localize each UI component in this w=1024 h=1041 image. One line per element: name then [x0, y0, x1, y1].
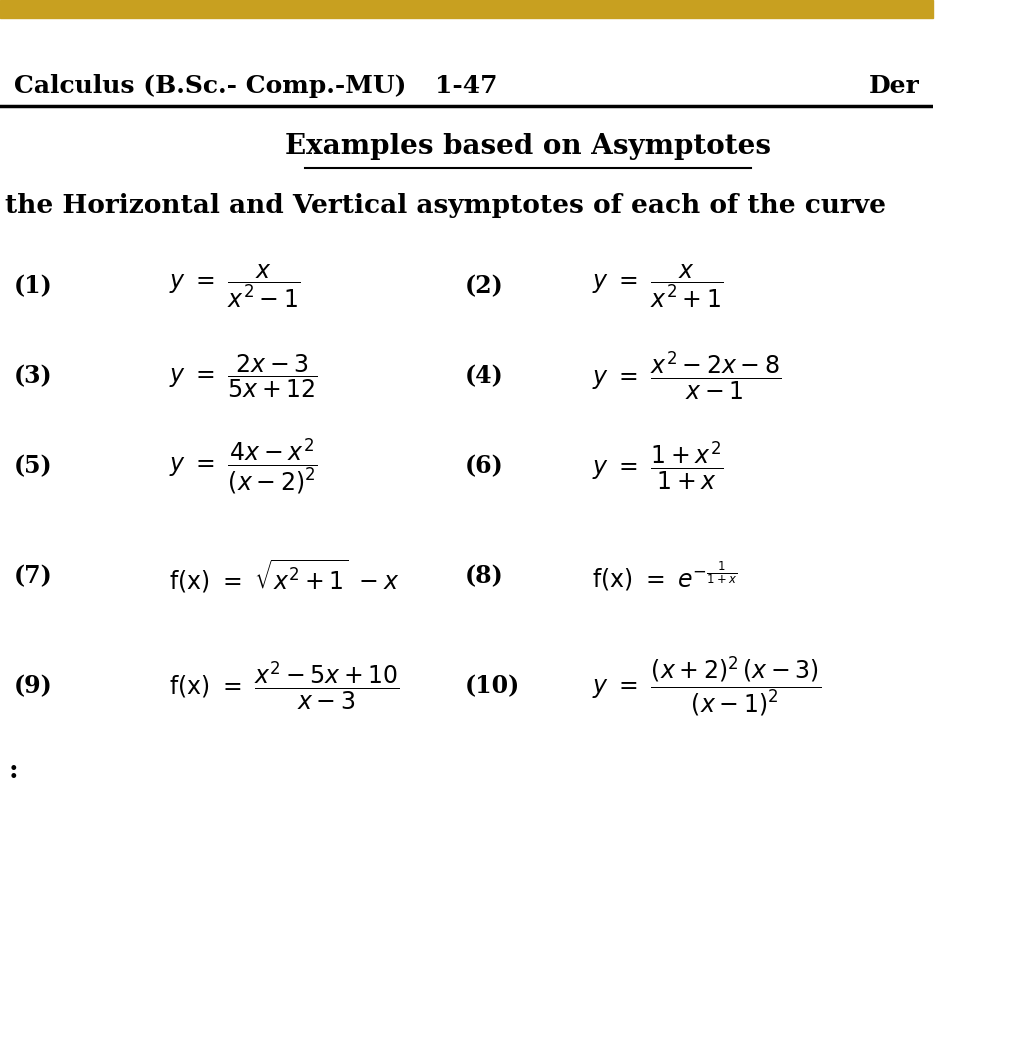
Text: (7): (7) — [13, 564, 52, 588]
Text: $y \ = \ \dfrac{1 + x^2}{1 + x}$: $y \ = \ \dfrac{1 + x^2}{1 + x}$ — [592, 439, 723, 492]
Text: Examples based on Asymptotes: Examples based on Asymptotes — [286, 132, 771, 159]
Text: :: : — [9, 759, 18, 784]
Text: $\mathrm{f(x)} \ = \ \sqrt{x^2+1} \ - x$: $\mathrm{f(x)} \ = \ \sqrt{x^2+1} \ - x$ — [169, 557, 398, 594]
Text: (3): (3) — [13, 364, 52, 388]
Text: $y \ = \ \dfrac{x}{x^2 - 1}$: $y \ = \ \dfrac{x}{x^2 - 1}$ — [169, 262, 300, 310]
Text: $y \ = \ \dfrac{2x - 3}{5x + 12}$: $y \ = \ \dfrac{2x - 3}{5x + 12}$ — [169, 352, 317, 400]
Text: (2): (2) — [465, 274, 503, 298]
Text: (9): (9) — [13, 674, 52, 699]
Text: (10): (10) — [465, 674, 520, 699]
Text: 1-47: 1-47 — [435, 74, 498, 98]
Bar — [0, 0, 933, 18]
Text: $y \ = \ \dfrac{4x - x^2}{(x-2)^2}$: $y \ = \ \dfrac{4x - x^2}{(x-2)^2}$ — [169, 436, 317, 496]
Text: $y \ = \ \dfrac{x^2 - 2x - 8}{x - 1}$: $y \ = \ \dfrac{x^2 - 2x - 8}{x - 1}$ — [592, 350, 781, 402]
Text: Calculus (B.Sc.- Comp.-MU): Calculus (B.Sc.- Comp.-MU) — [13, 74, 407, 98]
Text: (5): (5) — [13, 454, 52, 478]
Text: $\mathrm{f(x)} \ = \ \dfrac{x^2 - 5x + 10}{x - 3}$: $\mathrm{f(x)} \ = \ \dfrac{x^2 - 5x + 1… — [169, 660, 399, 712]
Text: (1): (1) — [13, 274, 52, 298]
Text: $y \ = \ \dfrac{(x+2)^2\,(x-3)}{(x-1)^2}$: $y \ = \ \dfrac{(x+2)^2\,(x-3)}{(x-1)^2}… — [592, 654, 821, 718]
Text: (6): (6) — [465, 454, 503, 478]
Text: $y \ = \ \dfrac{x}{x^2 + 1}$: $y \ = \ \dfrac{x}{x^2 + 1}$ — [592, 262, 723, 310]
Text: (4): (4) — [465, 364, 503, 388]
Text: (8): (8) — [465, 564, 503, 588]
Text: the Horizontal and Vertical asymptotes of each of the curve: the Horizontal and Vertical asymptotes o… — [4, 194, 886, 219]
Text: $\mathrm{f(x)} \ = \ e^{-\frac{1}{1+x}}$: $\mathrm{f(x)} \ = \ e^{-\frac{1}{1+x}}$ — [592, 559, 737, 592]
Text: Der: Der — [869, 74, 920, 98]
